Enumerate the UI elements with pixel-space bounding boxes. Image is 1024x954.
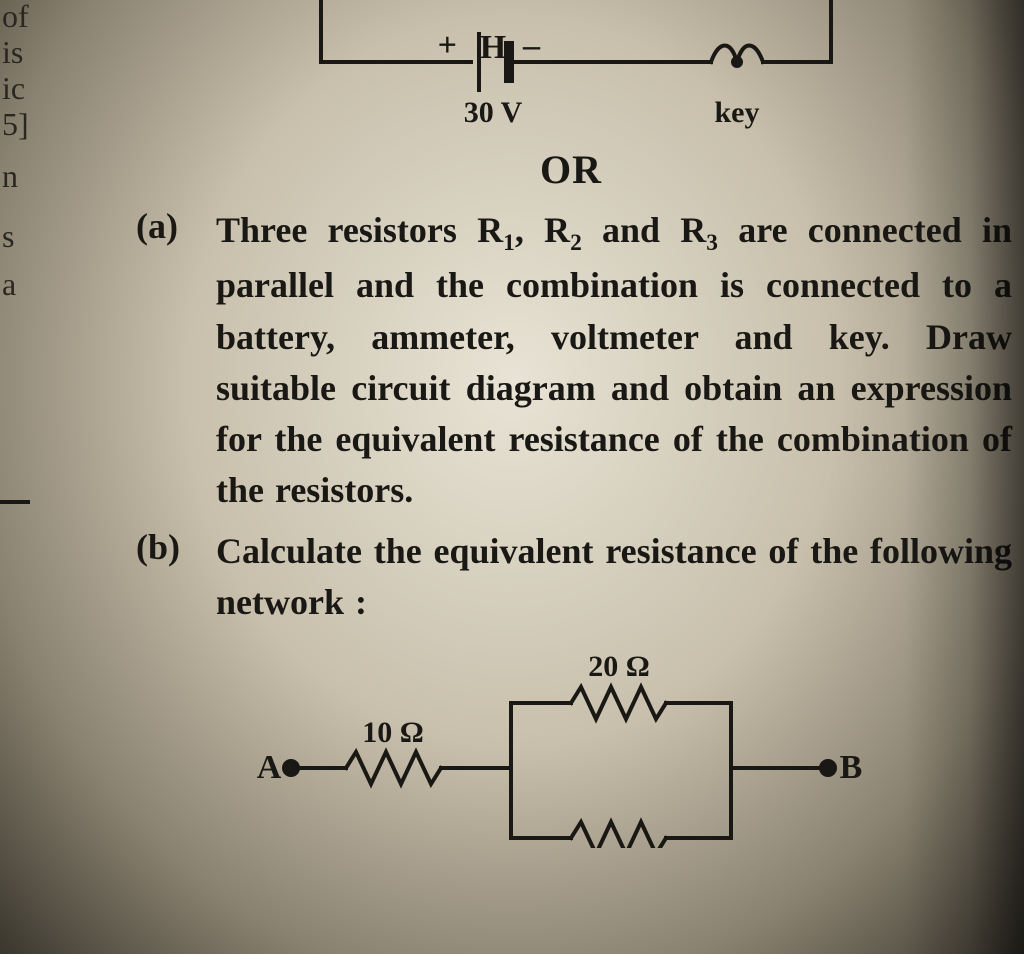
margin-dash <box>0 500 30 504</box>
question-b-label: (b) <box>130 526 216 568</box>
battery-minus: – <box>522 27 541 64</box>
question-a: (a) Three resistors R1, R2 and R3 are co… <box>130 205 1012 516</box>
battery-symbol: H <box>480 29 506 66</box>
series-resistor-label: 10 Ω <box>362 716 424 749</box>
margin-fragment: a <box>2 268 16 300</box>
page-content: + H – 30 V key OR (a) Three resistors R1… <box>130 0 1024 848</box>
margin-fragment: 5] <box>2 108 29 140</box>
top-parallel-resistor-label: 20 Ω <box>588 650 650 683</box>
bottom-circuit-diagram: A B 10 Ω 20 Ω <box>251 638 891 848</box>
question-a-label: (a) <box>130 205 216 247</box>
question-b-text: Calculate the equivalent resistance of t… <box>216 526 1012 628</box>
terminal-b-label: B <box>840 749 863 786</box>
margin-fragment: is <box>2 36 23 68</box>
battery-voltage: 30 V <box>464 96 523 129</box>
battery-plus: + <box>438 27 457 64</box>
question-b: (b) Calculate the equivalent resistance … <box>130 526 1012 628</box>
top-circuit-diagram: + H – 30 V key <box>261 0 881 140</box>
terminal-a-label: A <box>257 749 282 786</box>
margin-fragment: s <box>2 220 14 252</box>
or-heading: OR <box>130 146 1012 193</box>
key-label: key <box>715 96 760 129</box>
question-a-text: Three resistors R1, R2 and R3 are connec… <box>216 205 1012 516</box>
margin-fragment: n <box>2 160 18 192</box>
margin-fragment: ic <box>2 72 25 104</box>
margin-fragment: of <box>2 0 29 32</box>
